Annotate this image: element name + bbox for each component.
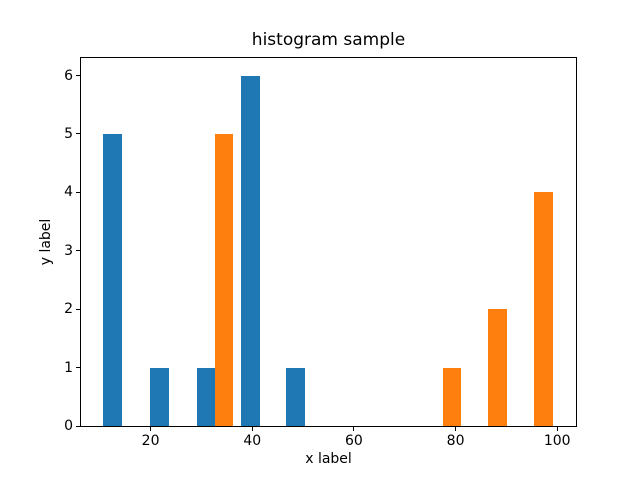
y-axis-label: y label: [38, 218, 54, 266]
x-tick-label: 20: [141, 433, 160, 449]
x-tick-label: 40: [243, 433, 262, 449]
y-tick-mark: [76, 308, 80, 310]
x-tick-mark: [150, 427, 152, 431]
chart-title: histogram sample: [251, 30, 406, 50]
y-tick-label: 2: [64, 301, 73, 318]
x-tick-mark: [455, 427, 457, 431]
histogram-bar: [196, 367, 216, 426]
histogram-bar: [241, 75, 261, 426]
x-tick-label: 60: [344, 433, 363, 449]
x-tick-mark: [556, 427, 558, 431]
histogram-bar: [214, 133, 234, 426]
y-tick-label: 1: [64, 359, 73, 376]
x-tick-mark: [251, 427, 253, 431]
histogram-bar: [534, 192, 554, 426]
x-tick-mark: [353, 427, 355, 431]
y-tick-label: 0: [64, 418, 73, 434]
histogram-bar: [149, 367, 169, 426]
x-tick-label: 100: [543, 433, 571, 449]
y-tick-mark: [76, 425, 80, 427]
y-tick-mark: [76, 367, 80, 369]
plot-area: [80, 57, 577, 427]
y-tick-mark: [76, 133, 80, 135]
y-tick-label: 4: [64, 184, 73, 201]
y-tick-label: 3: [64, 242, 73, 259]
y-tick-mark: [76, 250, 80, 252]
y-tick-mark: [76, 75, 80, 76]
x-axis-label: x label: [305, 451, 352, 467]
x-tick-label: 80: [446, 433, 465, 449]
histogram-bar: [442, 367, 462, 426]
histogram-bar: [286, 367, 306, 426]
y-tick-mark: [76, 191, 80, 193]
y-tick-label: 6: [64, 67, 73, 84]
histogram-bar: [488, 309, 508, 426]
histogram-bar: [102, 133, 122, 426]
y-tick-label: 5: [64, 125, 73, 142]
